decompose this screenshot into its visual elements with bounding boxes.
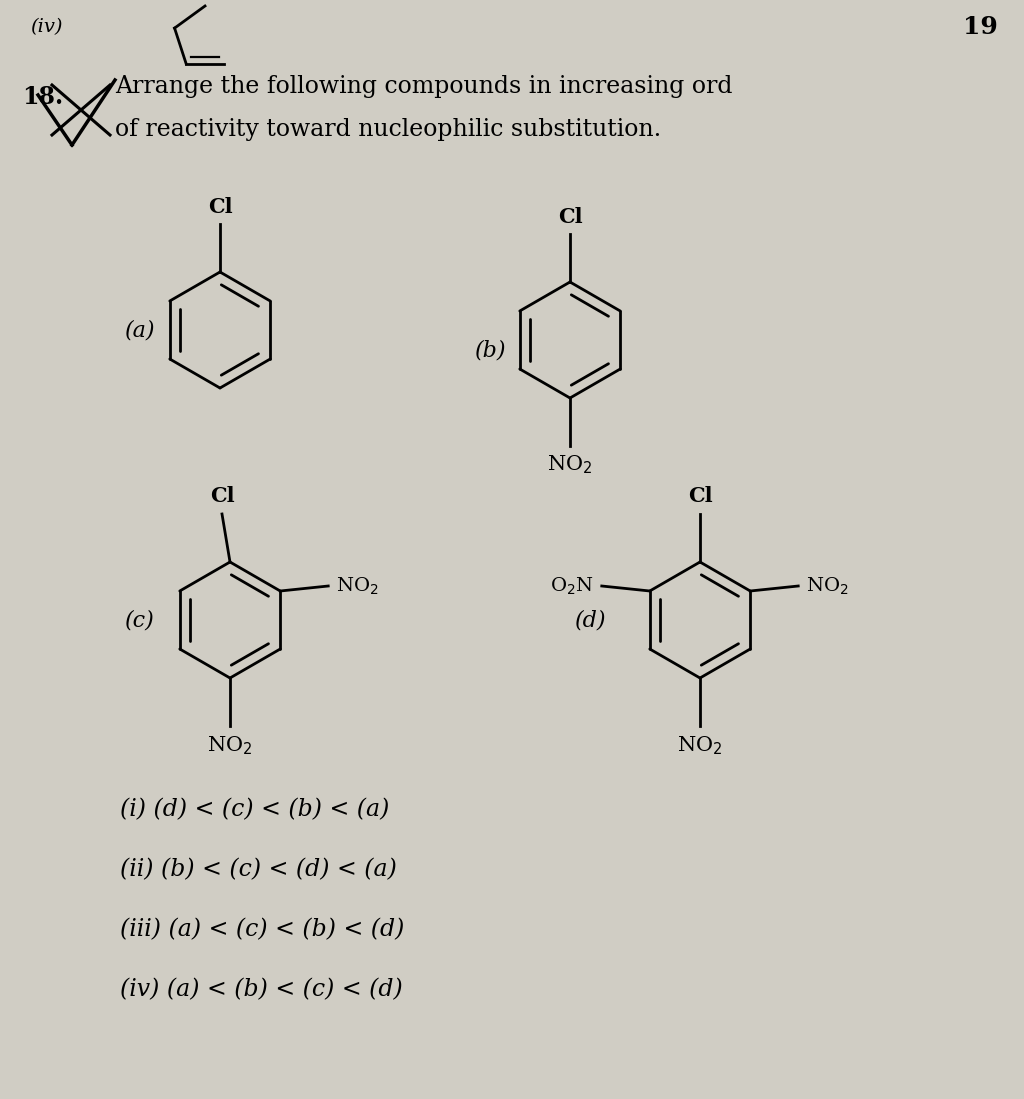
Text: Arrange the following compounds in increasing ord: Arrange the following compounds in incre… bbox=[115, 75, 732, 98]
Text: (d): (d) bbox=[575, 609, 606, 631]
Text: Cl: Cl bbox=[558, 207, 583, 227]
Text: NO$_2$: NO$_2$ bbox=[547, 453, 593, 476]
Text: (iii) (a) < (c) < (b) < (d): (iii) (a) < (c) < (b) < (d) bbox=[120, 919, 404, 942]
Text: NO$_2$: NO$_2$ bbox=[336, 576, 379, 597]
Text: (iv): (iv) bbox=[30, 18, 62, 36]
Text: of reactivity toward nucleophilic substitution.: of reactivity toward nucleophilic substi… bbox=[115, 118, 662, 141]
Text: NO$_2$: NO$_2$ bbox=[677, 734, 723, 756]
Text: Cl: Cl bbox=[688, 486, 713, 506]
Text: (a): (a) bbox=[125, 319, 156, 341]
Text: (iv) (a) < (b) < (c) < (d): (iv) (a) < (b) < (c) < (d) bbox=[120, 978, 402, 1001]
Text: NO$_2$: NO$_2$ bbox=[207, 734, 253, 756]
Text: (c): (c) bbox=[125, 609, 155, 631]
Text: Cl: Cl bbox=[210, 486, 234, 506]
Text: O$_2$N: O$_2$N bbox=[550, 576, 594, 597]
Text: 19: 19 bbox=[963, 15, 997, 38]
Text: 18.: 18. bbox=[22, 85, 63, 109]
Text: NO$_2$: NO$_2$ bbox=[806, 576, 849, 597]
Text: (ii) (b) < (c) < (d) < (a): (ii) (b) < (c) < (d) < (a) bbox=[120, 858, 397, 881]
Text: Cl: Cl bbox=[208, 197, 232, 217]
Text: (i) (d) < (c) < (b) < (a): (i) (d) < (c) < (b) < (a) bbox=[120, 799, 389, 821]
Text: (b): (b) bbox=[475, 338, 507, 360]
